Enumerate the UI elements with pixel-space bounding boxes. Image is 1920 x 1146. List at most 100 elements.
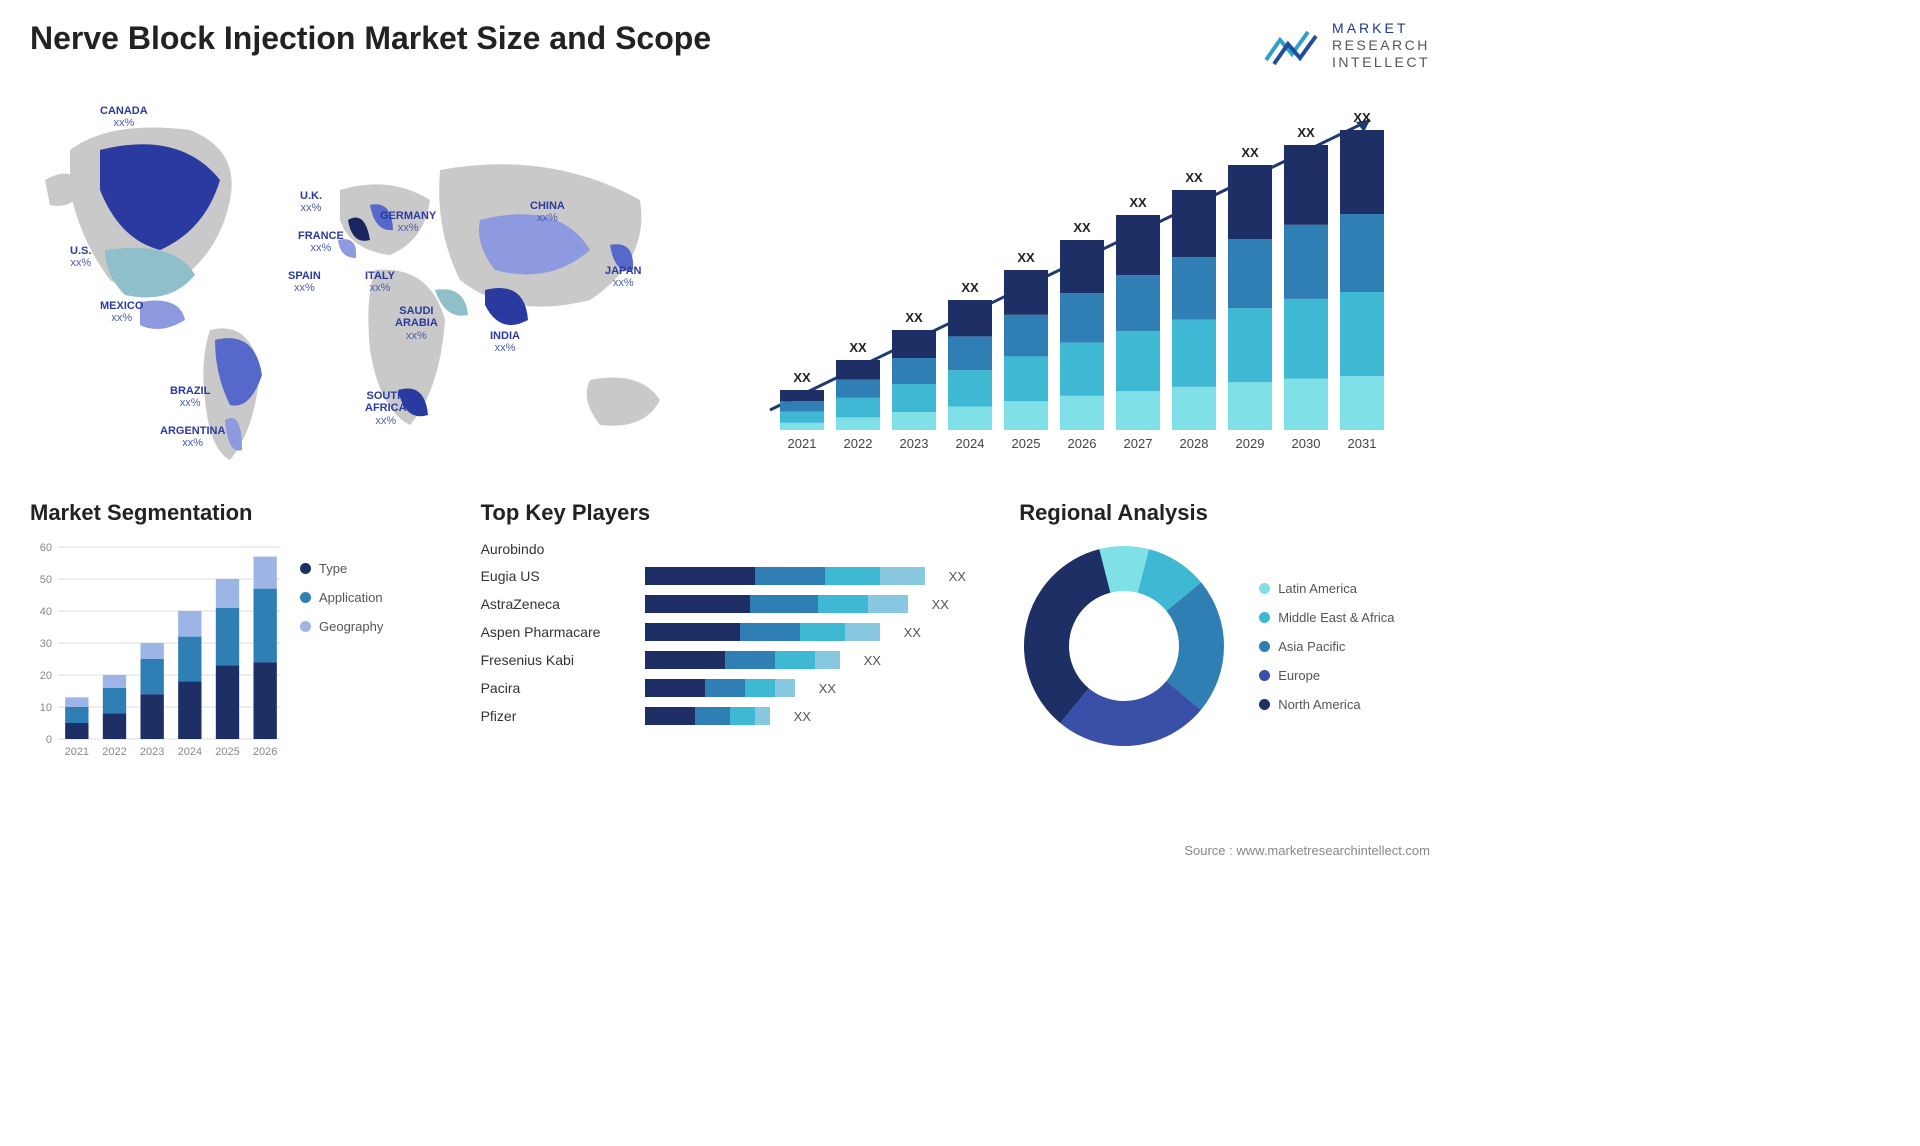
svg-text:2026: 2026 <box>1068 436 1097 451</box>
map-label: U.S.xx% <box>70 245 91 269</box>
player-name: Aspen Pharmacare <box>481 624 631 640</box>
svg-text:XX: XX <box>1017 250 1035 265</box>
svg-text:40: 40 <box>40 606 52 618</box>
player-bar <box>645 595 908 613</box>
segmentation-legend: Type Application Geography <box>300 541 383 761</box>
svg-text:2023: 2023 <box>140 746 164 758</box>
svg-text:2022: 2022 <box>102 746 126 758</box>
regional-panel: Regional Analysis Latin America Middle Ea… <box>1019 500 1430 751</box>
legend-item: Europe <box>1259 668 1394 683</box>
player-row: Pacira XX <box>481 679 990 697</box>
legend-item: Latin America <box>1259 581 1394 596</box>
svg-text:2027: 2027 <box>1124 436 1153 451</box>
svg-text:2031: 2031 <box>1348 436 1377 451</box>
map-label: SAUDIARABIAxx% <box>395 305 438 341</box>
svg-text:XX: XX <box>1129 195 1147 210</box>
map-label: ITALYxx% <box>365 270 395 294</box>
players-title: Top Key Players <box>481 500 990 526</box>
top-row: CANADAxx% U.S.xx% MEXICOxx% BRAZILxx% ARGENT… <box>30 90 1430 470</box>
map-label: SOUTHAFRICAxx% <box>365 390 407 426</box>
svg-text:2024: 2024 <box>956 436 985 451</box>
logo-line1: MARKET <box>1332 20 1430 37</box>
svg-text:2025: 2025 <box>1012 436 1041 451</box>
player-value: XX <box>819 681 836 696</box>
map-label: BRAZILxx% <box>170 385 210 409</box>
svg-text:30: 30 <box>40 638 52 650</box>
player-value: XX <box>949 569 966 584</box>
player-bar <box>645 623 880 641</box>
svg-text:2024: 2024 <box>178 746 202 758</box>
player-name: Pfizer <box>481 708 631 724</box>
svg-text:2021: 2021 <box>65 746 89 758</box>
legend-item: Middle East & Africa <box>1259 610 1394 625</box>
player-row: Aurobindo <box>481 541 990 557</box>
player-value: XX <box>932 597 949 612</box>
growth-chart: XX 2021 XX 2022 XX 2023 XX 2024 XX 2025 XX 2026 XX 20… <box>750 90 1430 470</box>
svg-text:XX: XX <box>1073 220 1091 235</box>
player-name: Aurobindo <box>481 541 631 557</box>
svg-text:XX: XX <box>961 280 979 295</box>
player-bar <box>645 651 840 669</box>
header: Nerve Block Injection Market Size and Sc… <box>30 20 1430 70</box>
player-name: Eugia US <box>481 568 631 584</box>
players-panel: Top Key Players AurobindoEugia USXXAstra… <box>481 500 990 735</box>
map-label: GERMANYxx% <box>380 210 436 234</box>
segmentation-title: Market Segmentation <box>30 500 451 526</box>
svg-text:2028: 2028 <box>1180 436 1209 451</box>
svg-text:XX: XX <box>793 370 811 385</box>
svg-text:2029: 2029 <box>1236 436 1265 451</box>
regional-donut-svg <box>1019 541 1229 751</box>
svg-text:60: 60 <box>40 542 52 554</box>
player-row: Eugia US XX <box>481 567 990 585</box>
map-label: ARGENTINAxx% <box>160 425 225 449</box>
player-value: XX <box>864 653 881 668</box>
svg-text:10: 10 <box>40 702 52 714</box>
svg-text:2026: 2026 <box>253 746 277 758</box>
svg-text:50: 50 <box>40 574 52 586</box>
map-label: FRANCExx% <box>298 230 344 254</box>
player-name: Fresenius Kabi <box>481 652 631 668</box>
player-row: AstraZeneca XX <box>481 595 990 613</box>
svg-text:2023: 2023 <box>900 436 929 451</box>
legend-item: Type <box>300 561 383 576</box>
regional-legend: Latin America Middle East & Africa Asia Pa… <box>1259 581 1394 712</box>
segmentation-chart-svg: 0102030405060202120222023202420252026 <box>30 541 280 761</box>
map-label: INDIAxx% <box>490 330 520 354</box>
player-value: XX <box>904 625 921 640</box>
map-label: CANADAxx% <box>100 105 148 129</box>
svg-text:2025: 2025 <box>215 746 239 758</box>
logo-line2: RESEARCH <box>1332 37 1430 54</box>
source-text: Source : www.marketresearchintellect.com <box>1184 843 1430 858</box>
player-name: AstraZeneca <box>481 596 631 612</box>
map-label: SPAINxx% <box>288 270 321 294</box>
player-bar <box>645 567 925 585</box>
svg-text:2030: 2030 <box>1292 436 1321 451</box>
player-row: Aspen Pharmacare XX <box>481 623 990 641</box>
player-row: Fresenius Kabi XX <box>481 651 990 669</box>
svg-text:2021: 2021 <box>788 436 817 451</box>
player-name: Pacira <box>481 680 631 696</box>
logo-line3: INTELLECT <box>1332 54 1430 71</box>
svg-text:XX: XX <box>1241 145 1259 160</box>
map-label: U.K.xx% <box>300 190 322 214</box>
map-label: MEXICOxx% <box>100 300 143 324</box>
segmentation-panel: Market Segmentation 01020304050602021202… <box>30 500 451 761</box>
regional-title: Regional Analysis <box>1019 500 1430 526</box>
svg-text:XX: XX <box>1353 110 1371 125</box>
player-value: XX <box>794 709 811 724</box>
player-bar <box>645 679 795 697</box>
legend-item: Asia Pacific <box>1259 639 1394 654</box>
svg-text:XX: XX <box>1297 125 1315 140</box>
players-rows: AurobindoEugia USXXAstraZenecaXXAspen Ph… <box>481 541 990 725</box>
page-title: Nerve Block Injection Market Size and Sc… <box>30 20 711 57</box>
svg-text:0: 0 <box>46 734 52 746</box>
svg-text:XX: XX <box>905 310 923 325</box>
legend-item: Geography <box>300 619 383 634</box>
map-label: CHINAxx% <box>530 200 565 224</box>
legend-item: Application <box>300 590 383 605</box>
map-label: JAPANxx% <box>605 265 641 289</box>
world-map: CANADAxx% U.S.xx% MEXICOxx% BRAZILxx% ARGENT… <box>30 90 710 470</box>
player-row: Pfizer XX <box>481 707 990 725</box>
svg-text:2022: 2022 <box>844 436 873 451</box>
bottom-row: Market Segmentation 01020304050602021202… <box>30 500 1430 761</box>
